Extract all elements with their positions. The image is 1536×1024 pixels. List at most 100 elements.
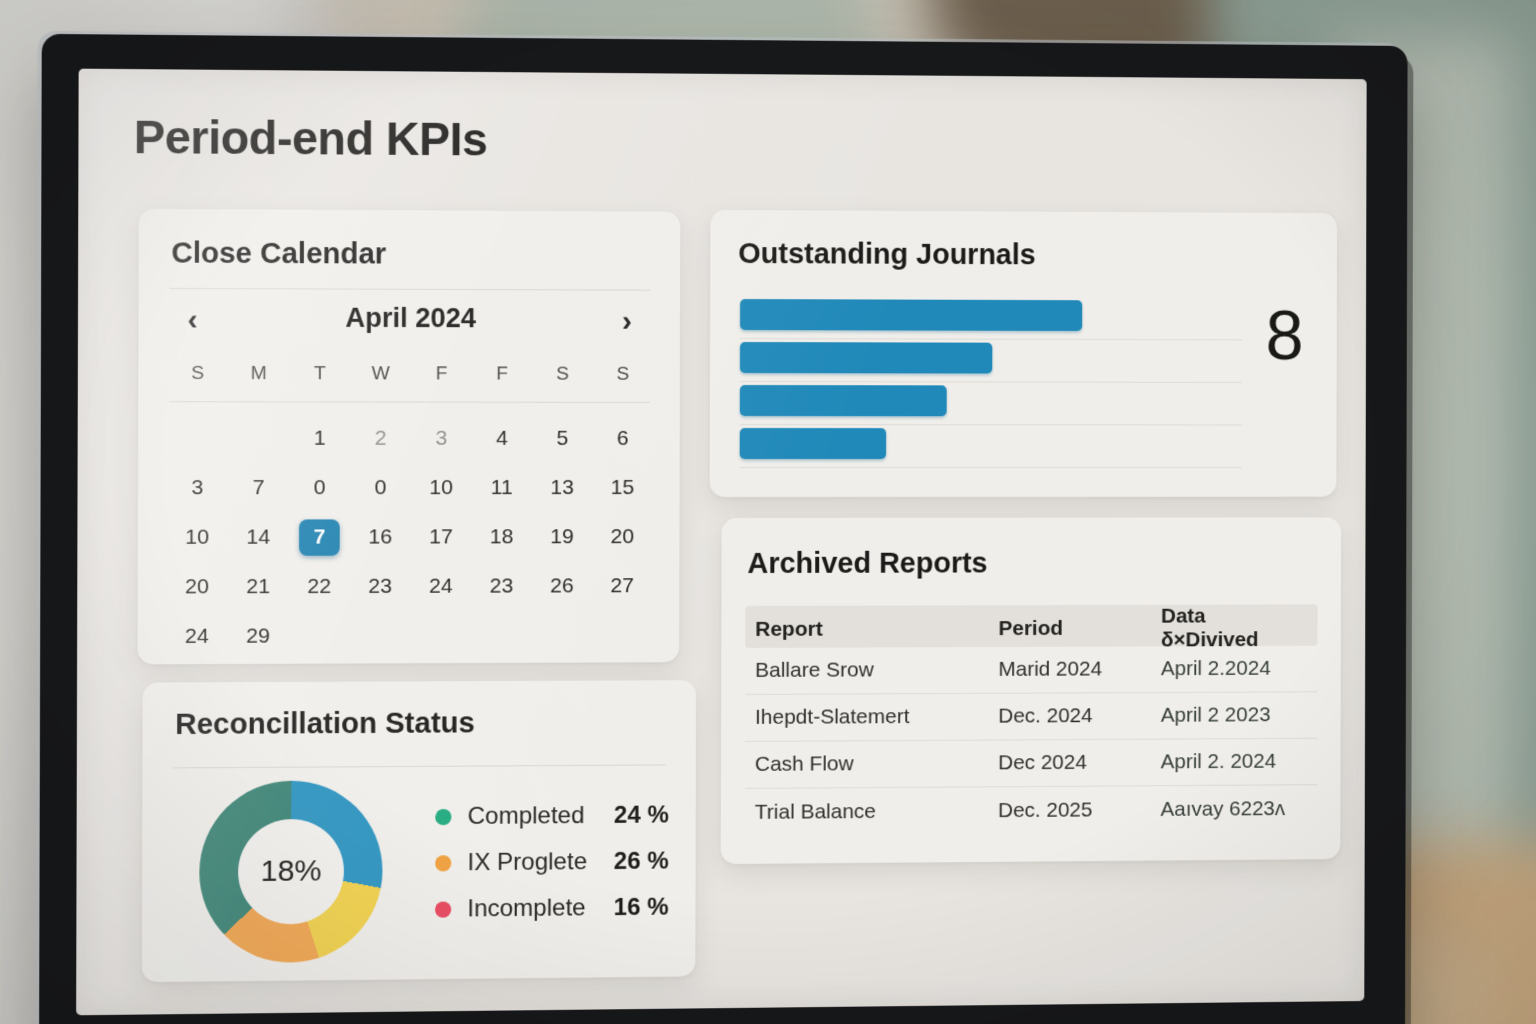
reconciliation-status-card: Reconcillation Status 18% Completed 24 % I… bbox=[141, 680, 697, 983]
table-cell: Ihepdt-Slatemert bbox=[754, 705, 910, 729]
calendar-day[interactable]: 7 bbox=[299, 518, 340, 556]
table-cell: Marid 2024 bbox=[998, 657, 1103, 681]
calendar-day[interactable]: 27 bbox=[610, 573, 634, 597]
weekday-header: M bbox=[250, 362, 267, 385]
journal-bar-track bbox=[739, 425, 1242, 469]
calendar-day[interactable]: 10 bbox=[185, 525, 210, 549]
journal-bar bbox=[739, 385, 947, 417]
calendar-empty-cell bbox=[238, 420, 279, 456]
calendar-day[interactable]: 18 bbox=[489, 524, 514, 548]
divider bbox=[169, 287, 651, 291]
table-cell: Dec. 2025 bbox=[998, 798, 1093, 822]
column-header: Period bbox=[998, 616, 1064, 641]
weekday-header: F bbox=[496, 363, 508, 385]
legend-color-dot bbox=[434, 901, 452, 918]
reconciliation-legend: Completed 24 % IX Proglete 26 % Incomplete 16… bbox=[434, 792, 669, 933]
weekday-header: S bbox=[191, 362, 205, 385]
calendar-empty-cell bbox=[177, 420, 218, 456]
divider bbox=[173, 764, 666, 769]
calendar-day[interactable]: 22 bbox=[307, 574, 332, 598]
weekday-header: S bbox=[556, 363, 569, 385]
outstanding-journals-title: Outstanding Journals bbox=[738, 238, 1036, 272]
calendar-day[interactable]: 23 bbox=[489, 573, 514, 598]
calendar-day[interactable]: 20 bbox=[610, 524, 635, 548]
calendar-day[interactable]: 3 bbox=[435, 426, 448, 450]
calendar-empty-cell bbox=[360, 618, 401, 654]
weekday-header: S bbox=[616, 363, 630, 385]
calendar-empty-cell bbox=[421, 617, 462, 653]
donut-hole: 18% bbox=[237, 818, 345, 925]
page-title: Period-end KPIs bbox=[133, 110, 488, 166]
calendar-day[interactable]: 0 bbox=[374, 475, 387, 499]
calendar-day[interactable]: 2 bbox=[374, 426, 387, 450]
legend-label: Incomplete bbox=[467, 894, 586, 923]
calendar-grid: 1 2 3 4 5 6 3 7 0 0 10 11 13 15 10 14 7 16 17 18 19 20 20 21 22 2… bbox=[166, 413, 653, 661]
calendar-day[interactable]: 29 bbox=[246, 623, 271, 648]
calendar-day[interactable]: 17 bbox=[429, 524, 453, 548]
calendar-day[interactable]: 16 bbox=[368, 524, 393, 549]
calendar-nav: ‹ April 2024 › bbox=[169, 302, 650, 344]
weekday-header: F bbox=[435, 363, 448, 385]
calendar-day[interactable]: 24 bbox=[429, 574, 453, 598]
journal-bar-track bbox=[739, 382, 1242, 426]
table-cell: Dec. 2024 bbox=[998, 704, 1093, 728]
next-month-button[interactable]: › bbox=[621, 304, 632, 338]
legend-item: Completed 24 % bbox=[435, 792, 669, 840]
journals-bar-chart bbox=[739, 296, 1243, 469]
calendar-day[interactable]: 0 bbox=[313, 475, 326, 499]
calendar-empty-cell bbox=[299, 618, 340, 654]
legend-label: Completed bbox=[467, 802, 585, 830]
calendar-day[interactable]: 13 bbox=[550, 475, 574, 499]
calendar-empty-cell bbox=[602, 617, 642, 653]
close-calendar-card: Close Calendar ‹ April 2024 › S M T W F F S S 1… bbox=[137, 208, 681, 665]
calendar-day[interactable]: 21 bbox=[246, 574, 271, 598]
archived-reports-table: Report Period Data δ×Divived Ballare Srow M… bbox=[744, 604, 1318, 836]
journal-bar bbox=[740, 299, 1083, 332]
calendar-day[interactable]: 19 bbox=[550, 524, 574, 548]
legend-value: 24 % bbox=[613, 801, 669, 829]
legend-item: Incomplete 16 % bbox=[434, 885, 669, 933]
reconciliation-status-title: Reconcillation Status bbox=[175, 707, 475, 742]
table-row[interactable]: Ballare Srow Marid 2024 April 2.2024 bbox=[745, 645, 1318, 695]
journal-bar-track bbox=[739, 339, 1243, 383]
weekday-header: W bbox=[371, 363, 390, 385]
calendar-day[interactable]: 5 bbox=[556, 426, 569, 450]
outstanding-journals-count: 8 bbox=[1265, 296, 1304, 375]
calendar-day[interactable]: 23 bbox=[368, 574, 393, 598]
table-cell: Trial Balance bbox=[754, 799, 877, 824]
calendar-day[interactable]: 15 bbox=[610, 475, 635, 499]
calendar-day[interactable]: 20 bbox=[185, 574, 209, 598]
weekday-header: T bbox=[313, 363, 326, 385]
table-row[interactable]: Ihepdt-Slatemert Dec. 2024 April 2 2023 bbox=[744, 692, 1318, 742]
legend-color-dot bbox=[435, 855, 452, 872]
donut-center-label: 18% bbox=[260, 854, 322, 889]
calendar-day[interactable]: 11 bbox=[490, 475, 513, 499]
table-cell: April 2.2024 bbox=[1160, 656, 1271, 681]
table-row[interactable]: Cash Flow Dec 2024 April 2. 2024 bbox=[744, 738, 1318, 789]
calendar-day[interactable]: 10 bbox=[429, 475, 454, 499]
legend-value: 16 % bbox=[613, 893, 669, 922]
reconciliation-donut-chart: 18% bbox=[199, 780, 383, 964]
calendar-empty-cell bbox=[481, 617, 521, 653]
legend-value: 26 % bbox=[613, 847, 669, 875]
table-cell: April 2. 2024 bbox=[1160, 749, 1277, 774]
calendar-day[interactable]: 26 bbox=[550, 573, 574, 597]
column-header: Data δ×Divived bbox=[1160, 604, 1259, 652]
calendar-day[interactable]: 3 bbox=[191, 475, 204, 499]
table-cell: Ballare Srow bbox=[755, 658, 874, 682]
table-row[interactable]: Trial Balance Dec. 2025 Aaıvay 6223ʌ bbox=[745, 785, 1317, 836]
table-cell: April 2 2023 bbox=[1160, 703, 1271, 727]
legend-label: IX Proglete bbox=[467, 848, 588, 877]
archived-reports-title: Archived Reports bbox=[747, 547, 988, 580]
calendar-empty-cell bbox=[542, 617, 582, 653]
calendar-day[interactable]: 4 bbox=[495, 426, 508, 450]
calendar-day[interactable]: 1 bbox=[313, 426, 326, 450]
calendar-day[interactable]: 7 bbox=[252, 475, 265, 499]
calendar-day[interactable]: 14 bbox=[246, 525, 271, 549]
calendar-day[interactable]: 6 bbox=[616, 426, 629, 450]
journal-bar-track bbox=[740, 296, 1243, 341]
divider bbox=[168, 401, 650, 403]
calendar-day[interactable]: 24 bbox=[184, 624, 209, 648]
